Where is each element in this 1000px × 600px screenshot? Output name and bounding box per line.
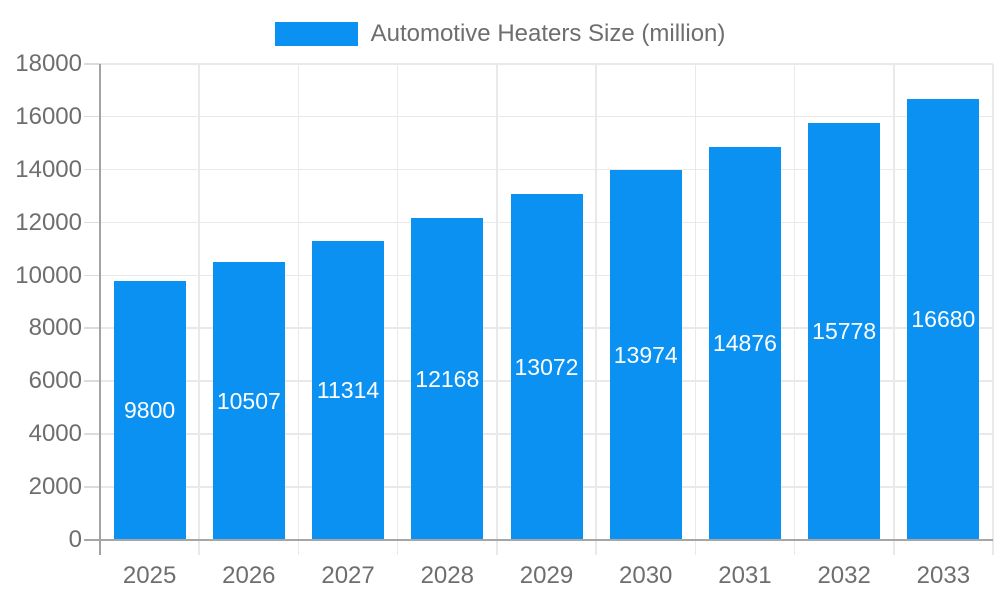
gridline-x xyxy=(992,64,994,555)
y-axis-tick xyxy=(84,63,100,65)
y-axis-tick xyxy=(84,168,100,171)
bar-value-label: 16680 xyxy=(911,306,976,333)
x-tick-label: 2032 xyxy=(817,562,871,589)
bar xyxy=(708,146,781,540)
bar-value-label: 15778 xyxy=(812,318,877,345)
bar xyxy=(907,98,980,540)
bar xyxy=(113,280,186,540)
y-axis-tick xyxy=(84,380,100,382)
chart-legend[interactable]: Automotive Heaters Size (million) xyxy=(0,20,1000,48)
y-tick-label: 10000 xyxy=(15,261,82,289)
bar xyxy=(212,262,285,540)
y-tick-label: 4000 xyxy=(28,420,82,448)
gridline-x xyxy=(694,64,697,555)
bar-value-label: 9800 xyxy=(124,397,176,424)
y-tick-label: 0 xyxy=(68,526,82,553)
y-axis-tick xyxy=(84,274,100,277)
y-tick-label: 16000 xyxy=(15,102,82,130)
x-axis-baseline xyxy=(100,539,993,541)
gridline-x xyxy=(198,64,200,555)
y-tick-label: 14000 xyxy=(15,155,82,183)
bar-value-label: 13072 xyxy=(514,354,579,381)
bar-value-label: 13974 xyxy=(613,342,678,369)
y-axis-tick xyxy=(84,221,100,224)
y-axis-tick xyxy=(84,115,100,118)
x-tick-label: 2028 xyxy=(420,562,474,589)
y-tick-label: 12000 xyxy=(15,208,82,236)
x-tick-label: 2026 xyxy=(222,562,276,589)
y-axis-tick xyxy=(84,327,100,329)
bar xyxy=(609,170,682,540)
y-tick-label: 6000 xyxy=(28,367,82,395)
gridline-x xyxy=(297,64,300,555)
bar-value-label: 12168 xyxy=(415,366,480,393)
gridline-y xyxy=(100,115,993,118)
x-tick-label: 2031 xyxy=(718,562,772,589)
y-axis-line xyxy=(99,64,101,555)
gridline-y xyxy=(100,63,993,65)
bar xyxy=(411,218,484,540)
bar-value-label: 11314 xyxy=(316,377,380,404)
bar xyxy=(808,122,881,540)
legend-swatch xyxy=(274,22,358,46)
bar xyxy=(510,194,583,540)
bar xyxy=(312,240,385,540)
y-axis-tick xyxy=(84,486,100,488)
gridline-x xyxy=(396,64,399,555)
x-tick-label: 2027 xyxy=(321,562,375,589)
x-tick-label: 2029 xyxy=(519,562,574,589)
y-tick-label: 18000 xyxy=(15,50,82,77)
y-tick-label: 2000 xyxy=(28,473,82,501)
y-axis-tick xyxy=(84,539,100,541)
gridline-x xyxy=(893,64,895,555)
bar-value-label: 10507 xyxy=(216,388,281,415)
x-tick-label: 2025 xyxy=(122,562,177,589)
y-tick-label: 8000 xyxy=(28,314,82,342)
x-tick-label: 2030 xyxy=(619,562,673,589)
bar-value-label: 14876 xyxy=(712,330,777,357)
gridline-x xyxy=(496,64,498,555)
gridline-x xyxy=(793,64,796,555)
gridline-y xyxy=(100,168,993,171)
gridline-x xyxy=(595,64,597,555)
y-axis-tick xyxy=(84,433,100,435)
legend-label: Automotive Heaters Size (million) xyxy=(370,20,726,47)
x-tick-label: 2033 xyxy=(916,562,971,589)
